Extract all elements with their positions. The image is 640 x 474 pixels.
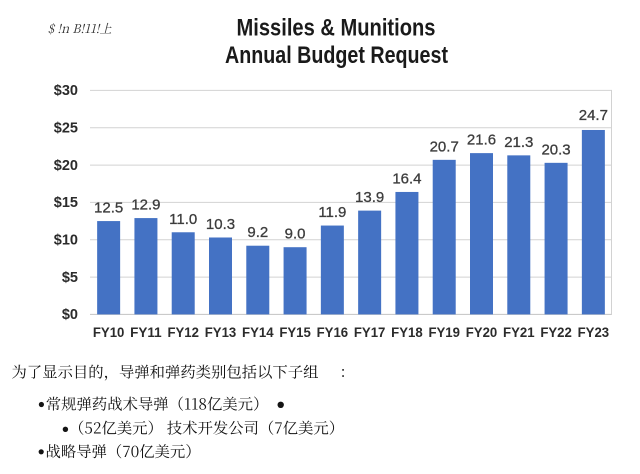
svg-text:FY15: FY15 [279, 324, 311, 340]
svg-text:FY20: FY20 [466, 324, 498, 340]
svg-text:16.4: 16.4 [392, 170, 421, 187]
svg-text:Annual Budget Request: Annual Budget Request [225, 42, 448, 69]
svg-text:$0: $0 [62, 307, 78, 323]
svg-text:$30: $30 [54, 83, 78, 99]
svg-text:FY23: FY23 [578, 324, 610, 340]
svg-text:12.9: 12.9 [131, 197, 160, 214]
svg-text:10.3: 10.3 [206, 216, 235, 233]
svg-text:9.2: 9.2 [247, 224, 268, 241]
svg-text:$20: $20 [54, 158, 78, 174]
svg-text:11.0: 11.0 [169, 211, 197, 228]
svg-text:FY18: FY18 [391, 324, 423, 340]
svg-text:FY13: FY13 [205, 324, 237, 340]
svg-text:FY19: FY19 [428, 324, 460, 340]
svg-text:12.5: 12.5 [94, 200, 123, 217]
svg-text:20.3: 20.3 [541, 141, 570, 158]
svg-text:13.9: 13.9 [355, 189, 384, 206]
svg-text:FY10: FY10 [93, 324, 125, 340]
svg-text:24.7: 24.7 [579, 107, 608, 124]
svg-text:9.0: 9.0 [285, 226, 306, 243]
svg-text:21.6: 21.6 [467, 132, 496, 149]
svg-text:FY17: FY17 [354, 324, 386, 340]
svg-text:$10: $10 [54, 233, 78, 249]
svg-text:FY12: FY12 [167, 324, 199, 340]
svg-text:FY22: FY22 [540, 324, 572, 340]
svg-text:21.3: 21.3 [504, 134, 533, 151]
svg-text:$5: $5 [62, 270, 78, 286]
svg-text:FY21: FY21 [503, 324, 535, 340]
svg-text:$25: $25 [54, 121, 78, 137]
svg-text:FY14: FY14 [242, 324, 274, 340]
svg-text:Missiles & Munitions: Missiles & Munitions [237, 15, 436, 42]
svg-text:20.7: 20.7 [430, 138, 459, 155]
svg-text:$15: $15 [54, 195, 78, 211]
svg-text:FY16: FY16 [317, 324, 349, 340]
svg-text:11.9: 11.9 [318, 204, 346, 221]
svg-text:FY11: FY11 [130, 324, 162, 340]
